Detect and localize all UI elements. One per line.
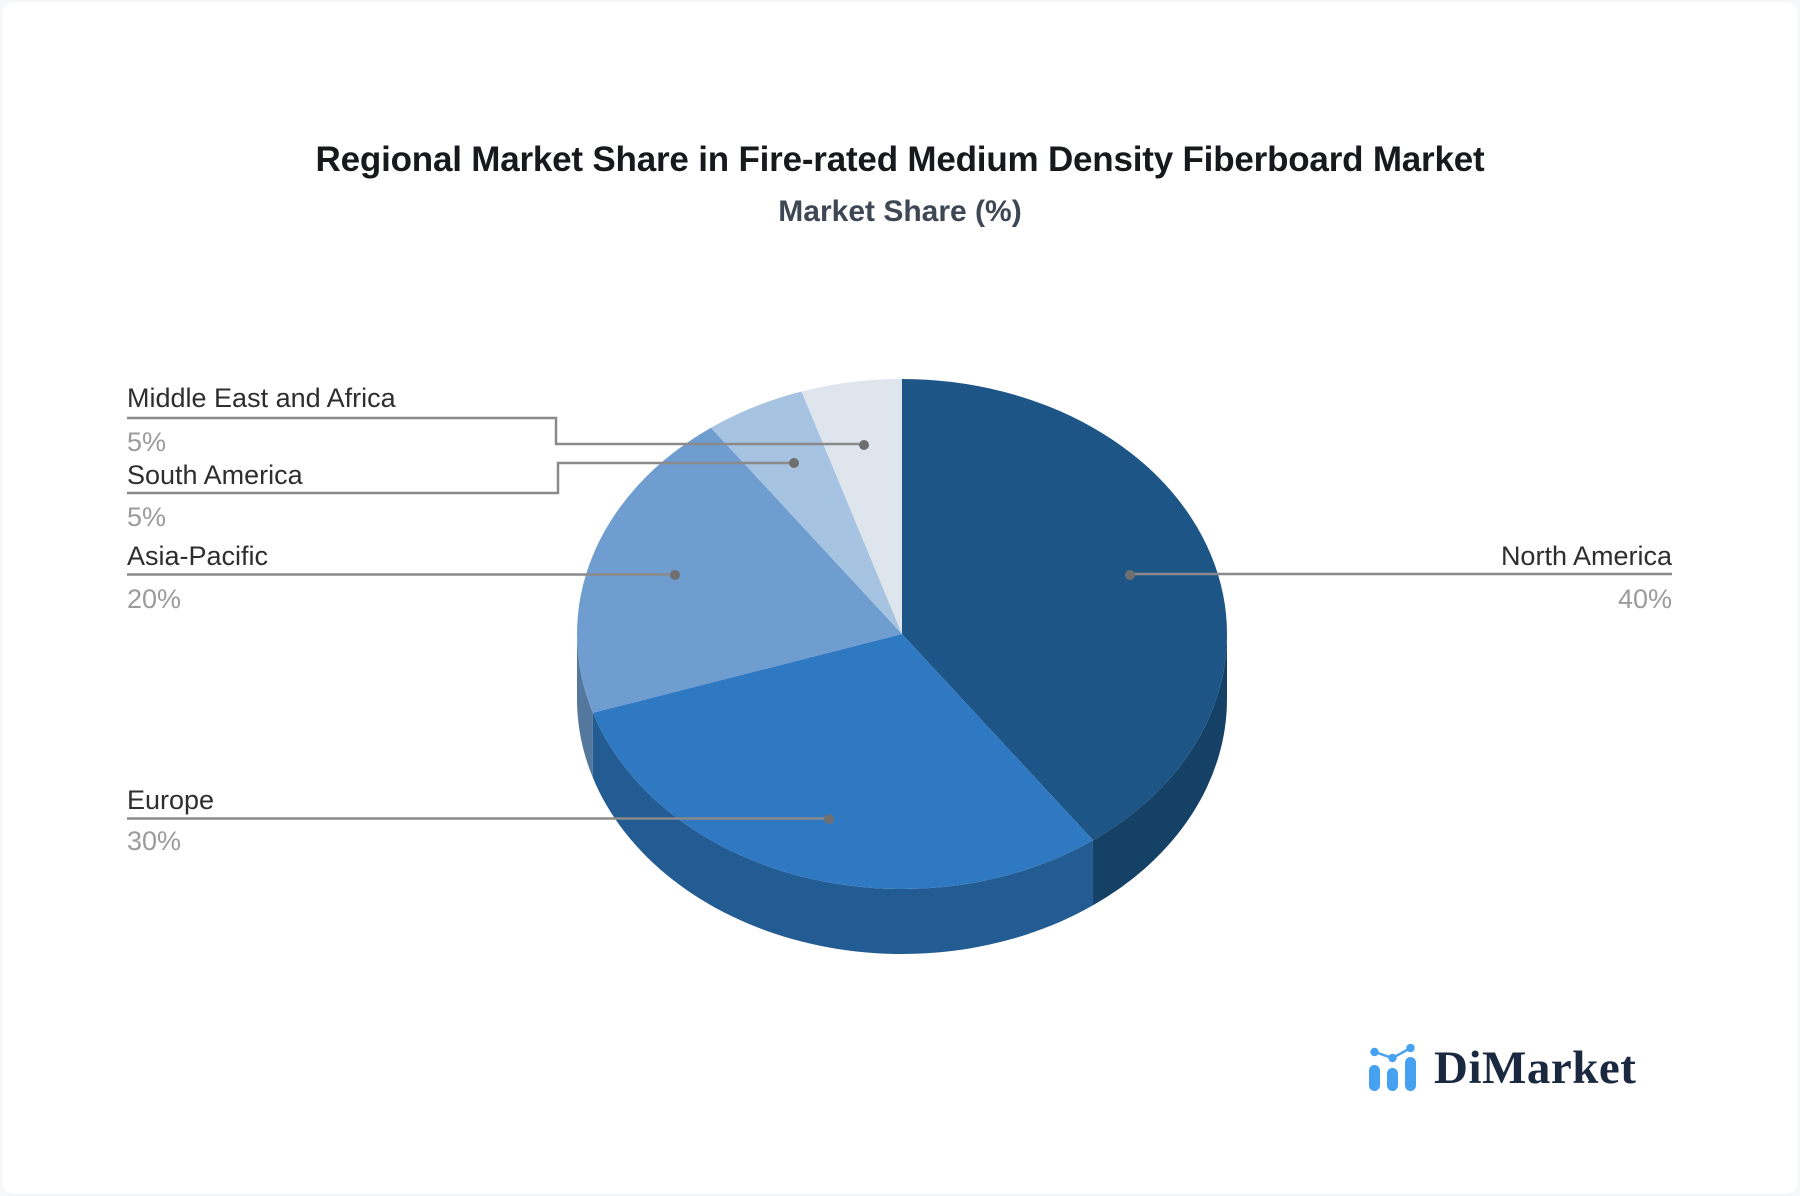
chart-subtitle: Market Share (%): [778, 195, 1022, 228]
chart-title: Regional Market Share in Fire-rated Medi…: [315, 140, 1485, 179]
pie-slice-north-america[interactable]: [902, 378, 1228, 841]
pie-slice-side-north-america: [1093, 634, 1227, 906]
slice-label: North America: [1500, 541, 1672, 571]
pie-slice-south-america[interactable]: [710, 391, 902, 634]
pie-slice-asia-pacific[interactable]: [577, 427, 902, 713]
leader-middle-east-and-africa: [127, 416, 864, 446]
dot-europe: [824, 814, 834, 824]
pie-slices[interactable]: [577, 378, 1228, 954]
slice-label: Asia-Pacific: [127, 541, 269, 571]
slice-label: South America: [127, 460, 303, 490]
leader-south-america: [127, 461, 794, 495]
dot-south-america: [789, 458, 799, 468]
pie-slice-side-asia-pacific: [577, 634, 593, 778]
callout-asia-pacific: Asia-Pacific: [127, 541, 556, 571]
callout-north-america: North America: [1172, 541, 1672, 571]
callout-europe: Europe: [127, 785, 556, 815]
pie-slice-side-europe: [592, 712, 1094, 954]
dot-north-america: [1125, 570, 1135, 580]
leader-lines: [127, 416, 1672, 820]
dot-asia-pacific: [670, 570, 680, 580]
bar-line-chart-icon: [1369, 1044, 1416, 1091]
callout-south-america: South America: [127, 460, 558, 490]
leader-dots: [670, 440, 1135, 824]
pie-slice-europe[interactable]: [592, 634, 1094, 889]
slice-value-north-america: 40%: [1617, 584, 1672, 614]
slice-value-middle-east-and-africa: 5%: [127, 427, 167, 457]
slice-value-south-america: 5%: [127, 502, 167, 532]
slice-value-asia-pacific: 20%: [127, 584, 182, 614]
slice-value-europe: 30%: [127, 826, 182, 856]
brand-logo: DiMarket: [1368, 1042, 1636, 1094]
callout-middle-east-and-africa: Middle East and Africa: [127, 383, 556, 413]
dot-middle-east-and-africa: [859, 440, 869, 450]
brand-name: DiMarket: [1434, 1042, 1637, 1094]
slice-label: Europe: [127, 785, 215, 815]
slice-label: Middle East and Africa: [127, 383, 396, 413]
